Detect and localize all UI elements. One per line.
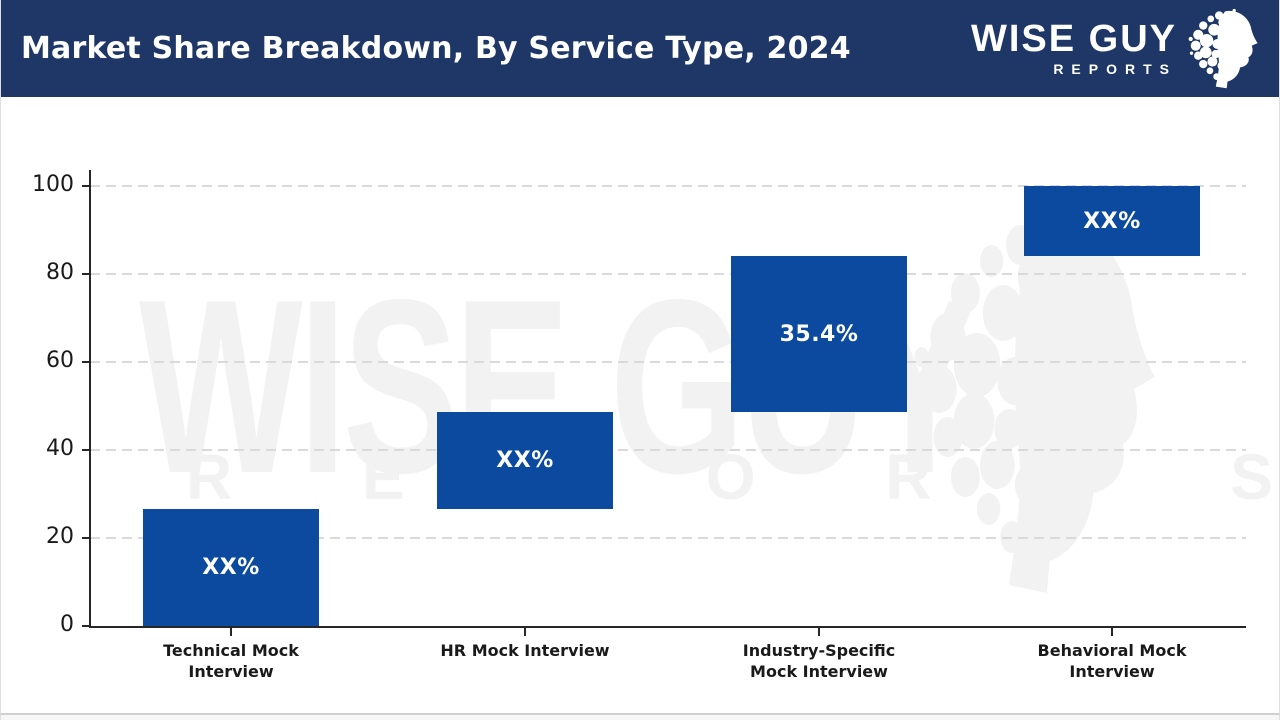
bar-value-label: XX% (496, 448, 554, 474)
x-axis-line (89, 626, 1246, 628)
logo-wordmark: WISE GUY (970, 18, 1177, 60)
y-tick-label: 80 (46, 260, 74, 285)
bar-value-label: XX% (1083, 208, 1141, 234)
gridline-40 (90, 449, 1246, 451)
logo-face-icon (1188, 8, 1258, 88)
x-category-label: Behavioral Mock Interview (1037, 641, 1187, 681)
gridline-80 (90, 273, 1246, 275)
bar-value-label: 35.4% (779, 321, 859, 347)
bar-4: XX% (1024, 186, 1200, 257)
bottom-frame-strip (1, 715, 1279, 720)
y-tick-label: 60 (46, 348, 74, 373)
x-category-label: Industry-Specific Mock Interview (742, 641, 896, 681)
y-tick-mark (82, 361, 90, 363)
y-tick-mark (82, 449, 90, 451)
bar-3: 35.4% (731, 256, 907, 413)
y-tick-label: 20 (46, 524, 74, 549)
x-category-label: Technical Mock Interview (163, 641, 299, 681)
y-tick-label: 0 (60, 612, 74, 637)
bar-value-label: XX% (202, 554, 260, 580)
y-tick-label: 100 (32, 172, 74, 197)
logo-subtext: REPORTS (1053, 61, 1177, 77)
bar-1: XX% (143, 508, 319, 626)
y-tick-mark (82, 185, 90, 187)
y-tick-mark (82, 625, 90, 627)
gridline-100 (90, 185, 1246, 187)
logo-text: WISE GUY REPORTS (971, 20, 1177, 77)
y-tick-label: 40 (46, 436, 74, 461)
x-tick-mark (1111, 628, 1113, 636)
x-tick-mark (230, 628, 232, 636)
header-bar: Market Share Breakdown, By Service Type,… (1, 0, 1279, 97)
bottom-frame-line (1, 713, 1279, 715)
bar-2: XX% (437, 412, 613, 509)
gridline-20 (90, 537, 1246, 539)
x-category-label: HR Mock Interview (440, 641, 610, 660)
y-axis-line (89, 170, 91, 626)
x-tick-mark (818, 628, 820, 636)
y-tick-mark (82, 273, 90, 275)
y-tick-mark (82, 537, 90, 539)
x-tick-mark (524, 628, 526, 636)
wise-guy-logo: WISE GUY REPORTS (971, 6, 1271, 92)
gridline-60 (90, 361, 1246, 363)
page-title: Market Share Breakdown, By Service Type,… (21, 31, 851, 66)
